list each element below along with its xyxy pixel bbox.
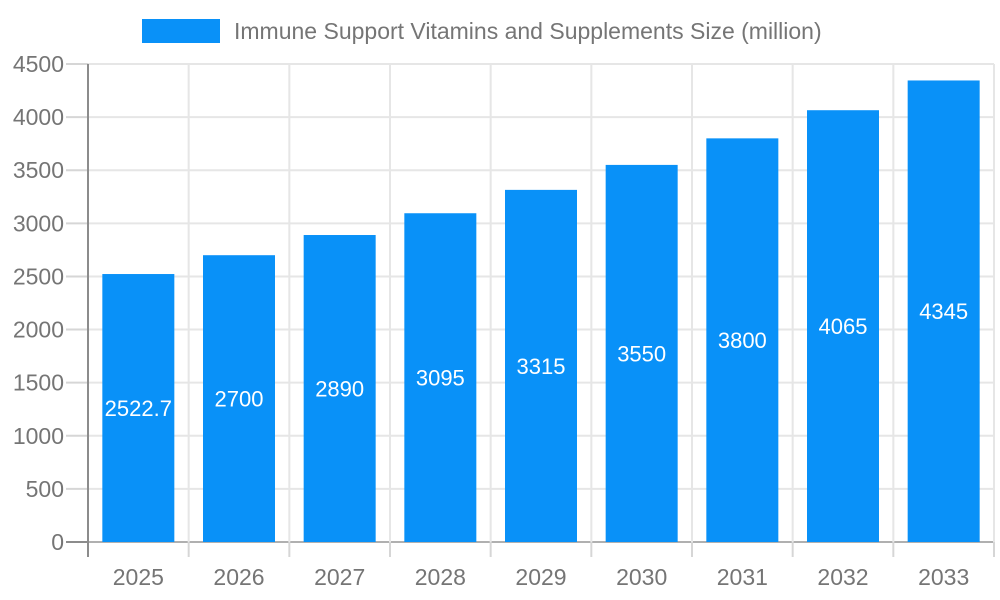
legend-label: Immune Support Vitamins and Supplements …	[234, 18, 822, 44]
bar-value-label: 4065	[819, 314, 868, 339]
y-axis-label: 3500	[13, 157, 64, 183]
bar	[907, 80, 980, 542]
x-axis-label: 2028	[415, 564, 466, 590]
bar-value-label: 2700	[215, 387, 264, 412]
bar	[303, 235, 376, 543]
bar	[807, 110, 879, 542]
y-axis-label: 2000	[13, 317, 64, 343]
x-axis-label: 2025	[113, 564, 164, 590]
y-axis-label: 2500	[13, 263, 64, 289]
bar	[203, 255, 275, 542]
y-axis-label: 3000	[13, 210, 64, 236]
bar	[404, 213, 477, 542]
y-axis-label: 1000	[13, 423, 64, 449]
y-axis-label: 4500	[13, 51, 64, 77]
x-axis-label: 2032	[817, 564, 868, 590]
x-axis-label: 2030	[616, 564, 667, 590]
bar-value-label: 3550	[617, 341, 666, 366]
bar-value-label: 3315	[517, 354, 566, 379]
bar	[706, 138, 779, 542]
legend-swatch	[142, 19, 220, 43]
x-axis-label: 2029	[515, 564, 566, 590]
y-axis-label: 500	[26, 476, 64, 502]
bar-value-label: 4345	[919, 299, 968, 324]
x-axis-label: 2027	[314, 564, 365, 590]
legend[interactable]: Immune Support Vitamins and Supplements …	[142, 19, 822, 43]
bar-value-label: 2522.7	[105, 396, 172, 421]
bar-value-label: 2890	[315, 377, 364, 402]
bar-value-label: 3095	[416, 366, 465, 391]
bar	[605, 164, 678, 542]
x-axis-label: 2033	[918, 564, 969, 590]
y-axis-label: 1500	[13, 370, 64, 396]
y-axis-label: 0	[51, 529, 64, 555]
bar-value-label: 3800	[718, 328, 767, 353]
y-axis-label: 4000	[13, 104, 64, 130]
bar	[102, 274, 175, 542]
bar	[505, 189, 577, 542]
x-axis-label: 2031	[717, 564, 768, 590]
x-axis-label: 2026	[213, 564, 264, 590]
